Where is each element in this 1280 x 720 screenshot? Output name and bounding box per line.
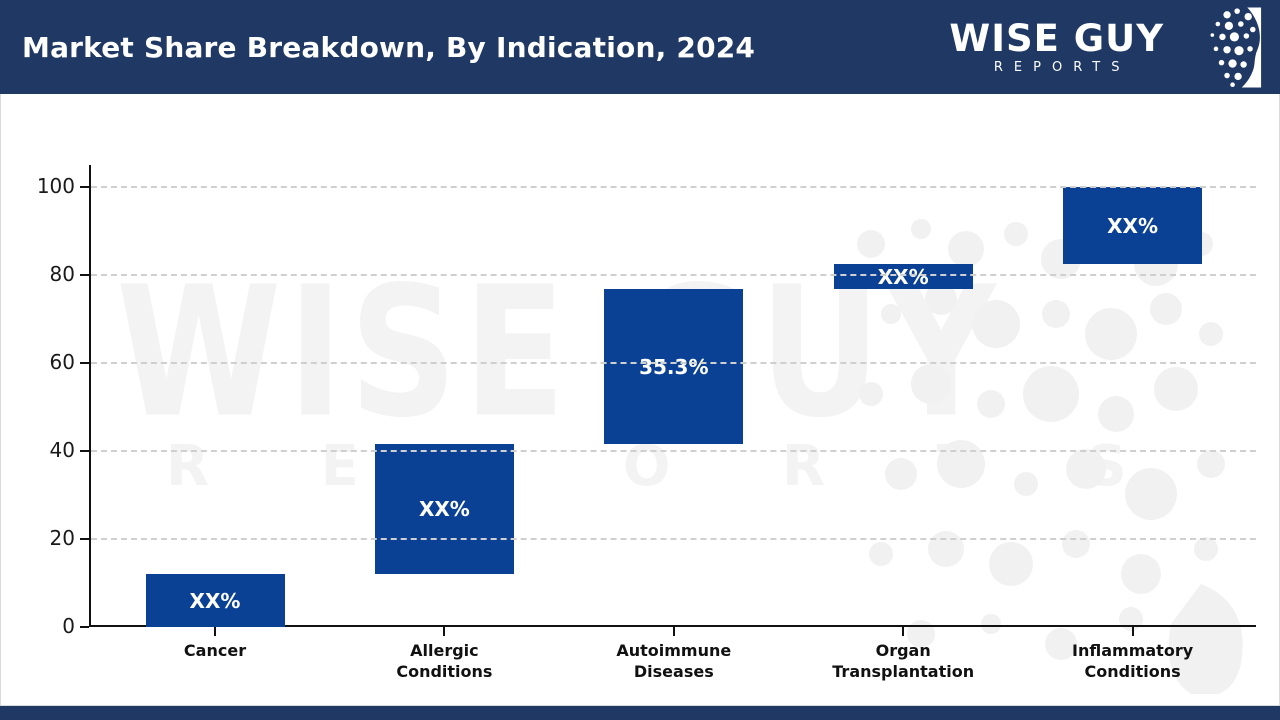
chart-canvas: WISE GUY R E P O R T S	[0, 94, 1280, 706]
y-tick-label: 0	[62, 614, 75, 638]
bar-segment: XX%	[145, 574, 285, 627]
dotted-head-icon	[1210, 7, 1262, 88]
x-tick	[672, 627, 675, 636]
y-tick	[80, 538, 89, 540]
y-tick	[80, 626, 89, 628]
bar-value-label: XX%	[1107, 213, 1159, 238]
bar-segment: XX%	[833, 264, 973, 290]
footer-bar	[0, 706, 1280, 720]
plot-area: 0 20 40 60 80 100 XX% Cancer XX% Allergic Conditi…	[37, 165, 1256, 681]
y-tick-label: 60	[49, 350, 75, 374]
x-category-label: Cancer	[183, 641, 247, 660]
y-tick-label: 20	[49, 526, 75, 550]
y-gridline	[91, 362, 1256, 364]
x-tick	[1131, 627, 1134, 636]
bar-segment: XX%	[374, 444, 514, 575]
bar-value-label: XX%	[877, 264, 929, 289]
logo-subtitle: REPORTS	[993, 59, 1131, 75]
y-gridline	[91, 450, 1256, 452]
chart-title: Market Share Breakdown, By Indication, 2…	[22, 30, 756, 64]
x-tick	[443, 627, 446, 636]
y-tick	[80, 450, 89, 452]
x-category-label: Allergic Conditions	[396, 641, 493, 681]
wise-guy-logo: WISE GUY REPORTS	[949, 5, 1262, 89]
x-category-label: Organ Transplantation	[832, 641, 975, 681]
bar-value-label: XX%	[418, 497, 470, 522]
x-tick	[902, 627, 905, 636]
bar-value-label: 35.3%	[639, 354, 709, 379]
logo-wordmark: WISE GUY	[949, 16, 1164, 60]
bar-segment: 35.3%	[604, 289, 744, 445]
y-gridline	[91, 274, 1256, 276]
y-tick-label: 100	[36, 174, 75, 198]
y-tick	[80, 186, 89, 188]
x-tick	[214, 627, 216, 636]
y-tick	[80, 362, 89, 364]
bar-value-label: XX%	[189, 588, 241, 613]
x-category-label: Inflammatory Conditions	[1072, 641, 1194, 681]
header-bar: Market Share Breakdown, By Indication, 2…	[0, 0, 1280, 94]
bar-segment: XX%	[1063, 187, 1203, 264]
y-tick	[80, 274, 89, 276]
x-category-label: Autoimmune Diseases	[616, 641, 732, 681]
logo-text: WISE GUY REPORTS	[949, 20, 1164, 75]
y-tick-label: 40	[49, 438, 75, 462]
y-tick-label: 80	[49, 262, 75, 286]
y-gridline	[91, 538, 1256, 540]
y-gridline	[91, 186, 1256, 188]
